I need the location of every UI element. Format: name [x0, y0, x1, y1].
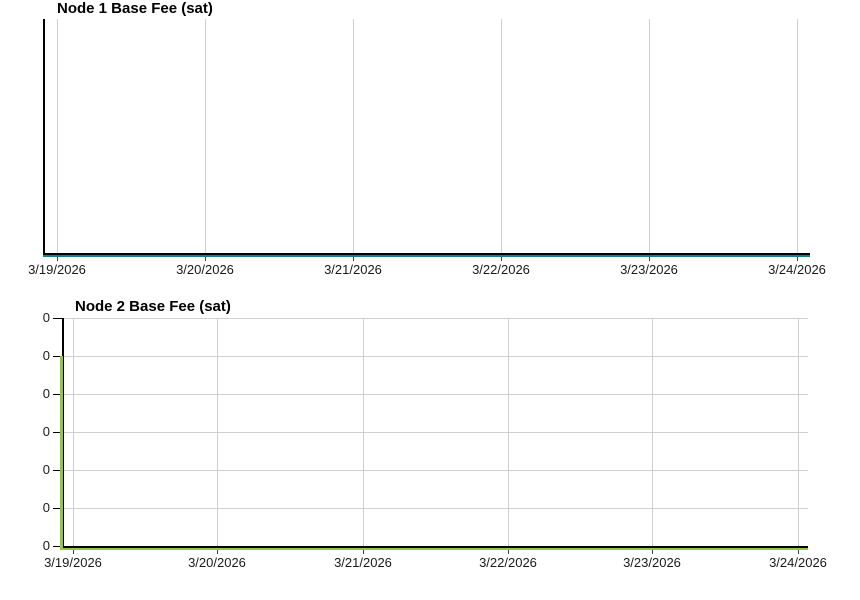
x-tick-label: 3/19/2026 — [28, 262, 86, 277]
x-tick-label: 3/19/2026 — [44, 555, 102, 570]
x-tick-label: 3/22/2026 — [479, 555, 537, 570]
x-axis-tick — [363, 546, 364, 554]
x-tick-label: 3/23/2026 — [623, 555, 681, 570]
y-tick-label: 0 — [42, 348, 50, 363]
y-axis-tick — [53, 394, 62, 395]
chart-title-node1: Node 1 Base Fee (sat) — [57, 0, 213, 17]
x-axis-tick — [205, 253, 206, 261]
x-tick-label: 3/20/2026 — [188, 555, 246, 570]
x-axis-tick — [57, 253, 58, 261]
v-gridline — [57, 19, 58, 253]
plot-area-node2: 0 0 0 0 0 0 0 3/19/2026 3/20/2026 3/21/2026 3/22/2… — [43, 310, 827, 570]
x-axis-tick — [652, 546, 653, 554]
v-gridline — [205, 19, 206, 253]
y-axis-tick — [53, 318, 62, 319]
series-spike-line — [60, 356, 63, 550]
x-axis-tick — [217, 546, 218, 554]
series-line — [43, 255, 810, 257]
v-gridline — [363, 318, 364, 546]
y-axis-tick — [53, 432, 62, 433]
y-tick-label: 0 — [42, 424, 50, 439]
y-axis-tick — [53, 470, 62, 471]
x-axis-tick — [353, 253, 354, 261]
x-tick-label: 3/23/2026 — [620, 262, 678, 277]
x-axis-tick — [508, 546, 509, 554]
v-gridline — [797, 19, 798, 253]
y-tick-label: 0 — [42, 538, 50, 553]
x-axis-tick — [501, 253, 502, 261]
x-axis-tick — [649, 253, 650, 261]
x-tick-label: 3/24/2026 — [768, 262, 826, 277]
x-axis-tick — [73, 546, 74, 554]
v-gridline — [798, 318, 799, 546]
v-gridline — [353, 19, 354, 253]
y-axis-line — [43, 19, 45, 255]
y-tick-label: 0 — [42, 310, 50, 325]
y-tick-label: 0 — [42, 462, 50, 477]
v-gridline — [649, 19, 650, 253]
y-axis-tick — [53, 356, 62, 357]
x-tick-label: 3/22/2026 — [472, 262, 530, 277]
x-axis-tick — [798, 546, 799, 554]
x-axis-tick — [797, 253, 798, 261]
plot-area-node1: 3/19/2026 3/20/2026 3/21/2026 3/22/2026 3/23… — [28, 19, 826, 277]
h-gridline — [62, 470, 808, 471]
h-gridline — [62, 318, 808, 319]
x-tick-label: 3/21/2026 — [334, 555, 392, 570]
h-gridline — [62, 356, 808, 357]
x-axis-line — [43, 253, 810, 255]
v-gridline — [217, 318, 218, 546]
h-gridline — [62, 394, 808, 395]
x-axis-line — [62, 546, 808, 548]
x-tick-label: 3/20/2026 — [176, 262, 234, 277]
y-axis-tick — [53, 508, 62, 509]
y-axis-tick — [53, 546, 62, 547]
v-gridline — [652, 318, 653, 546]
y-axis-line — [62, 318, 64, 548]
v-gridline — [73, 318, 74, 546]
v-gridline — [508, 318, 509, 546]
h-gridline — [62, 508, 808, 509]
y-tick-label: 0 — [42, 386, 50, 401]
series-line — [62, 548, 808, 550]
h-gridline — [62, 432, 808, 433]
x-tick-label: 3/21/2026 — [324, 262, 382, 277]
chart-title-node2: Node 2 Base Fee (sat) — [75, 298, 231, 315]
y-tick-label: 0 — [42, 500, 50, 515]
v-gridline — [501, 19, 502, 253]
x-tick-label: 3/24/2026 — [769, 555, 827, 570]
